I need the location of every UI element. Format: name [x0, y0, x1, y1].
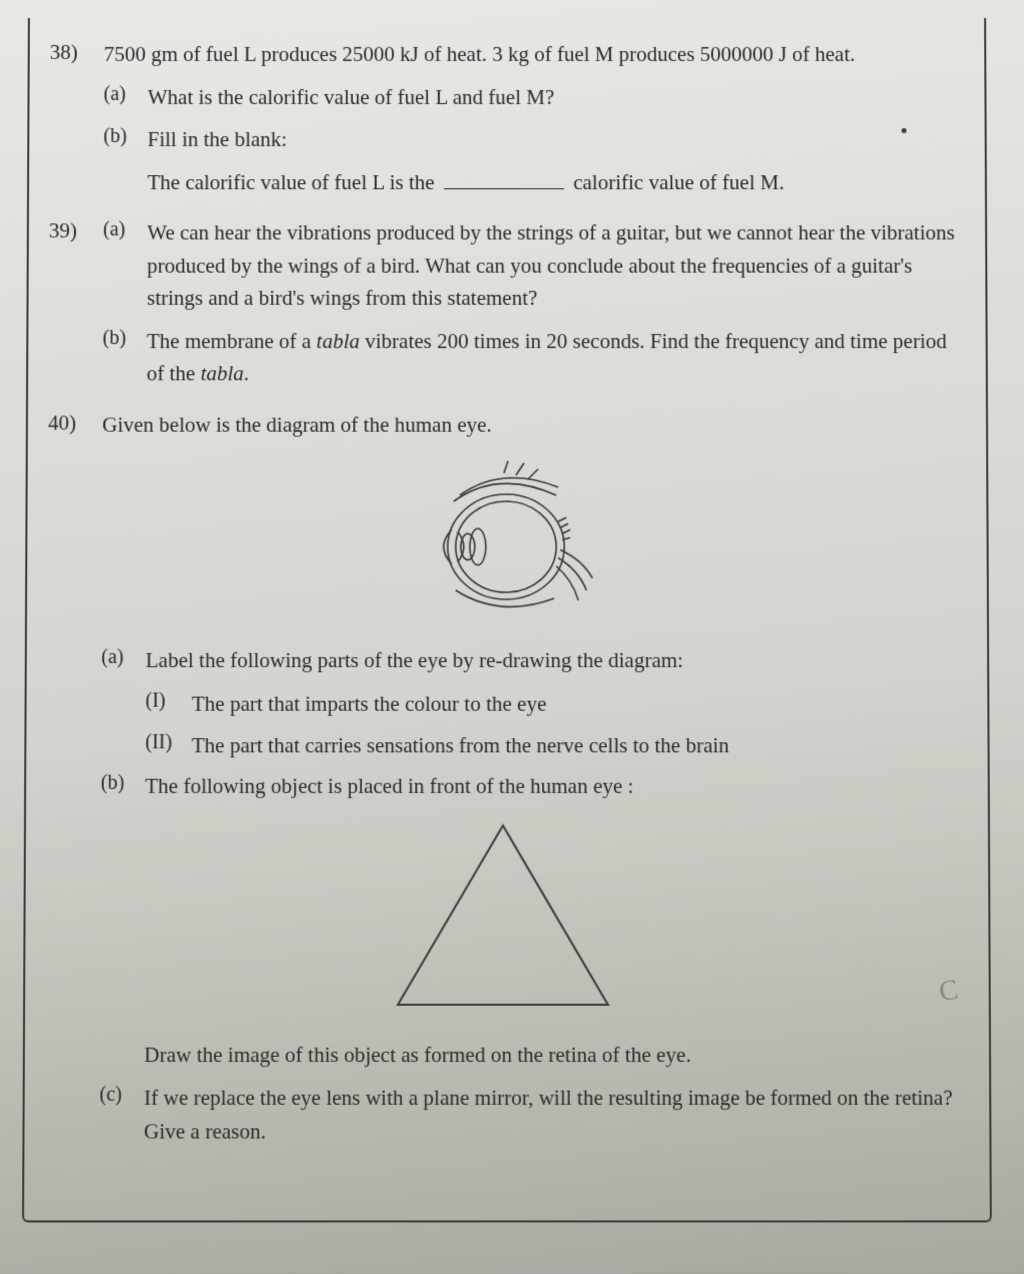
question-39: 39) (a) We can hear the vibrations produ… — [48, 217, 958, 391]
subpart-text: Fill in the blank: — [147, 123, 956, 156]
subpart-label: (b) — [101, 770, 145, 795]
roman-text: The part that imparts the colour to the … — [192, 688, 960, 721]
question-number: 40) — [48, 408, 102, 435]
subpart-label: (a) — [101, 644, 145, 669]
blank-post: calorific value of fuel M. — [568, 170, 784, 194]
subpart-label: (a) — [104, 81, 148, 106]
fill-blank-lead: Fill in the blank: — [147, 127, 287, 151]
text-post: . — [244, 362, 249, 386]
triangle-icon — [382, 813, 624, 1017]
after-figure-text: Draw the image of this object as formed … — [144, 1038, 961, 1071]
subpart-text: Label the following parts of the eye by … — [146, 644, 960, 677]
roman-label: (I) — [145, 688, 191, 713]
subpart-text: We can hear the vibrations produced by t… — [147, 217, 958, 315]
blank-pre: The calorific value of fuel L is the — [147, 170, 440, 194]
subpart-label: (b) — [103, 325, 147, 350]
italic-word: tabla — [200, 362, 243, 386]
subpart-label: (c) — [99, 1081, 144, 1107]
human-eye-icon — [407, 451, 598, 623]
roman-label: (II) — [145, 729, 191, 754]
stray-dot — [902, 128, 907, 133]
fill-blank-sentence: The calorific value of fuel L is the cal… — [147, 166, 957, 199]
question-38: 38) 7500 gm of fuel L produces 25000 kJ … — [49, 38, 957, 199]
subpart-text: If we replace the eye lens with a plane … — [144, 1081, 961, 1148]
question-40: 40) Given below is the diagram of the hu… — [45, 408, 961, 1148]
subpart-text: What is the calorific value of fuel L an… — [148, 81, 957, 114]
text-pre: The membrane of a — [147, 329, 317, 353]
italic-word: tabla — [316, 329, 359, 353]
question-stem: 7500 gm of fuel L produces 25000 kJ of h… — [104, 38, 957, 71]
subpart-text: The membrane of a tabla vibrates 200 tim… — [147, 325, 958, 391]
subpart-label: (a) — [103, 217, 147, 242]
question-stem: Given below is the diagram of the human … — [102, 408, 958, 441]
question-number: 39) — [49, 217, 103, 244]
page-border: 38) 7500 gm of fuel L produces 25000 kJ … — [22, 18, 992, 1222]
question-number: 38) — [50, 38, 104, 65]
figure-triangle — [45, 813, 960, 1022]
figure-eye — [47, 451, 959, 628]
blank-line — [444, 168, 564, 189]
subpart-label: (b) — [103, 123, 147, 148]
subpart-text: The following object is placed in front … — [145, 770, 960, 803]
exam-page: 38) 7500 gm of fuel L produces 25000 kJ … — [0, 0, 1024, 1274]
roman-text: The part that carries sensations from th… — [192, 729, 960, 762]
